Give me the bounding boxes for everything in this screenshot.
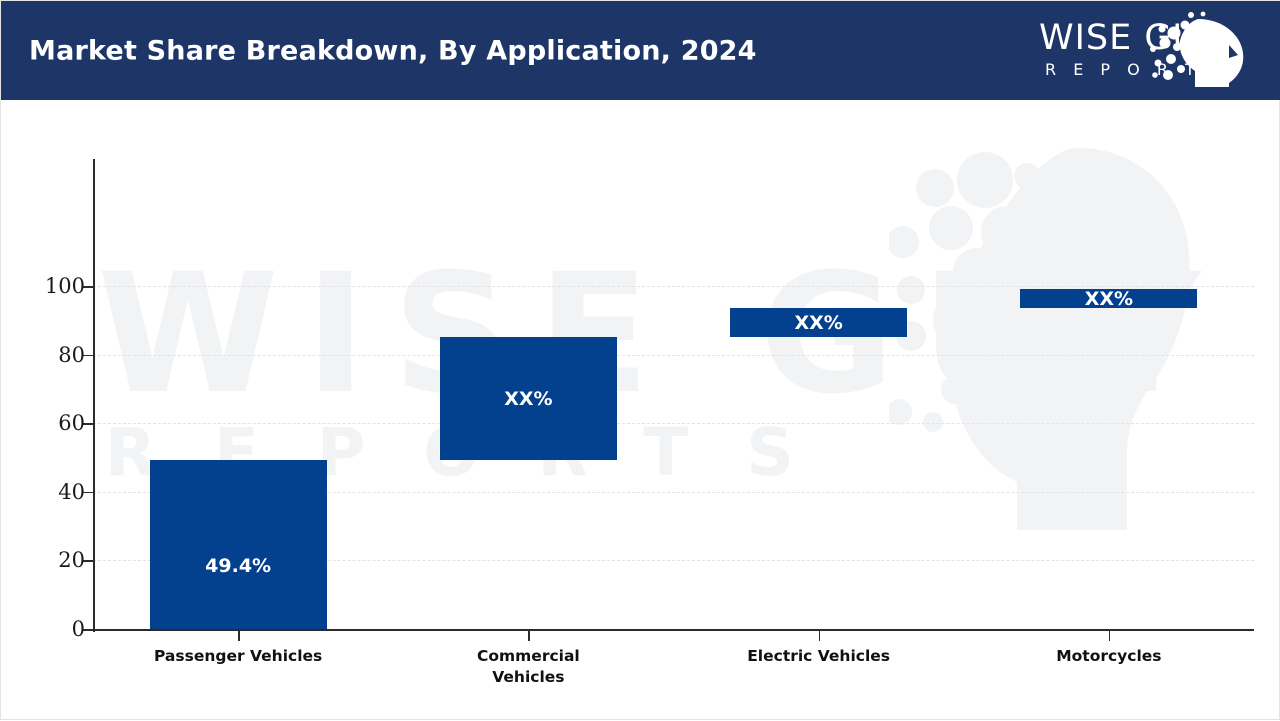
y-tick-mark <box>83 560 93 562</box>
bar-value-label: 49.4% <box>205 554 272 577</box>
logo-subwordmark: R E P O R T S <box>1045 60 1228 79</box>
gridline <box>93 560 1254 562</box>
y-tick-label: 60 <box>58 411 85 436</box>
gridline <box>93 491 1254 493</box>
x-axis-label: Electric Vehicles <box>747 647 891 665</box>
logo-wordmark: WISE GUY <box>1039 18 1222 58</box>
y-tick-mark <box>83 491 93 494</box>
bar[interactable] <box>1020 289 1198 309</box>
wise-guy-reports-logo: WISE GUY R E P O R T S <box>1025 9 1275 93</box>
y-tick-label: 80 <box>58 342 85 367</box>
gridline <box>93 354 1254 356</box>
y-tick-mark <box>83 286 93 288</box>
bar-value-label: XX% <box>1084 287 1134 310</box>
bar-value-label: XX% <box>794 311 843 334</box>
bar[interactable] <box>439 337 617 460</box>
x-axis-label: Motorcycles <box>1056 647 1162 665</box>
x-axis-label: Commercial Vehicles <box>476 647 580 686</box>
bar-value-label: XX% <box>504 387 553 410</box>
y-tick-mark <box>83 423 93 425</box>
x-tick-mark <box>818 631 821 641</box>
y-axis-line <box>93 159 95 632</box>
watermark-head-icon <box>889 148 1190 530</box>
watermark-wordmark: WISE GUY <box>97 238 1227 430</box>
gridline <box>93 423 1254 425</box>
header-bar: Market Share Breakdown, By Application, … <box>1 1 1280 100</box>
y-tick-label: 100 <box>44 274 85 298</box>
y-tick-label: 0 <box>71 617 85 641</box>
bar[interactable] <box>730 308 908 338</box>
x-axis-label: Passenger Vehicles <box>153 647 323 665</box>
logo-svg: WISE GUY R E P O R T S <box>1039 11 1244 87</box>
gridline <box>93 286 1254 287</box>
logo-head-icon <box>1150 11 1244 87</box>
y-tick-mark <box>83 354 93 357</box>
page-title: Market Share Breakdown, By Application, … <box>29 35 757 66</box>
y-tick-label: 40 <box>58 479 85 504</box>
x-tick-mark <box>238 631 240 641</box>
y-tick-mark <box>83 629 93 631</box>
x-tick-mark <box>1108 631 1111 641</box>
x-axis-line <box>93 629 1254 631</box>
x-tick-mark <box>528 631 530 641</box>
y-tick-label: 20 <box>58 548 85 573</box>
bar[interactable] <box>149 459 327 629</box>
